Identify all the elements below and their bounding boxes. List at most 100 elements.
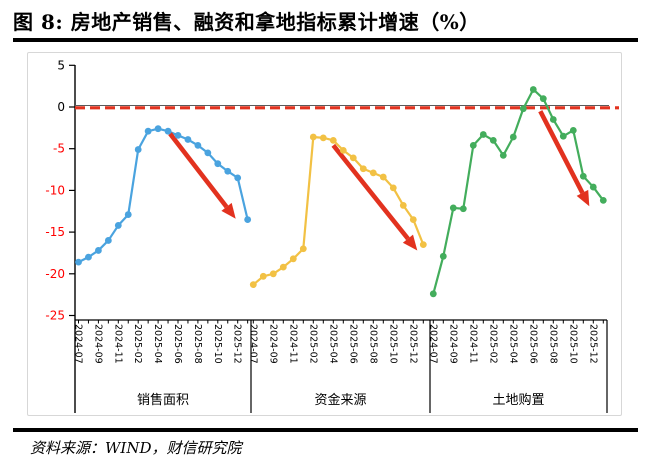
series-point	[234, 174, 242, 182]
month-tick-label: 2025-12	[232, 324, 243, 364]
trend-arrow-shaft	[168, 132, 229, 209]
series-point	[269, 270, 277, 278]
series-point	[529, 86, 537, 93]
y-axis-tick-label: 0	[57, 100, 65, 114]
month-tick-label: 2025-08	[367, 324, 378, 364]
series-point	[134, 146, 142, 153]
series-point	[479, 131, 487, 138]
month-tick-label: 2024-11	[287, 324, 298, 364]
month-tick-label: 2025-10	[567, 324, 578, 364]
month-tick-label: 2024-11	[112, 324, 123, 364]
series-point	[379, 173, 387, 181]
series-point	[499, 151, 507, 159]
series-point	[419, 241, 427, 249]
series-point	[154, 125, 162, 133]
series-point	[224, 167, 232, 175]
panel-label: 土地购置	[492, 392, 544, 408]
series-point	[569, 126, 577, 134]
y-axis-tick-label: 5	[57, 58, 65, 72]
series-point	[599, 197, 607, 204]
month-tick-label: 2025-08	[547, 324, 558, 364]
series-line	[432, 88, 605, 295]
series-point	[369, 169, 377, 177]
series-point	[124, 211, 132, 218]
series-line	[252, 135, 425, 286]
month-tick-label: 2025-06	[172, 324, 183, 364]
series-point	[309, 133, 317, 141]
month-tick-label: 2025-08	[192, 324, 203, 364]
series-point	[489, 136, 497, 144]
series-point	[429, 290, 437, 298]
series-point	[559, 132, 567, 140]
series-point	[104, 237, 112, 244]
month-tick-label: 2025-02	[307, 324, 318, 364]
series-point	[144, 127, 152, 135]
series-point	[439, 252, 447, 260]
series-point	[469, 141, 477, 149]
y-axis-tick-label: -20	[45, 267, 65, 281]
series-point	[329, 136, 337, 144]
month-tick-label: 2025-06	[527, 324, 538, 364]
series-point	[259, 272, 267, 280]
series-point	[95, 247, 102, 254]
month-tick-label: 2025-12	[587, 324, 598, 364]
series-point	[589, 183, 597, 191]
panel-label: 销售面积	[137, 392, 189, 408]
series-point	[339, 146, 347, 154]
series-point	[359, 165, 367, 173]
series-point	[389, 184, 397, 192]
series-point	[299, 245, 307, 253]
trend-arrow-head	[221, 202, 236, 219]
month-tick-label: 2025-04	[152, 324, 163, 364]
figure-title: 图 8: 房地产销售、融资和拿地指标累计增速（%）	[13, 10, 480, 34]
trend-arrow-head	[576, 189, 590, 207]
month-tick-label: 2024-07	[73, 324, 84, 364]
series-point	[539, 95, 547, 103]
y-axis-tick-label: -10	[45, 183, 65, 197]
series-point	[349, 154, 357, 162]
series-point	[75, 258, 82, 266]
series-point	[409, 216, 417, 223]
month-tick-label: 2025-02	[132, 324, 143, 364]
series-point	[279, 263, 287, 271]
month-tick-label: 2024-09	[267, 324, 278, 364]
trend-arrow-shaft	[538, 110, 585, 194]
series-point	[249, 281, 257, 289]
bottom-border-line	[13, 428, 638, 432]
series-point	[244, 216, 252, 223]
month-tick-label: 2025-10	[212, 324, 223, 364]
series-point	[214, 160, 222, 168]
series-point	[194, 141, 202, 149]
month-tick-label: 2025-02	[487, 324, 498, 364]
series-point	[519, 105, 527, 113]
month-tick-label: 2024-07	[247, 324, 258, 364]
source-note: 资料来源：WIND，财信研究院	[30, 439, 242, 457]
month-tick-label: 2025-04	[507, 324, 518, 364]
series-point	[164, 127, 172, 135]
chart-content: 5 0 -5 -10 -15 -20 -25 2024-07 2024-09 2024-11 202…	[45, 58, 619, 413]
month-tick-label: 2025-06	[347, 324, 358, 364]
series-point	[549, 116, 557, 123]
y-axis-tick-label: -25	[45, 309, 65, 323]
trend-arrow-shaft	[331, 143, 410, 241]
month-tick-label: 2024-07	[427, 324, 438, 364]
trend-arrow-head	[402, 234, 418, 251]
month-tick-label: 2024-09	[447, 324, 458, 364]
series-point	[174, 131, 182, 139]
series-point	[399, 202, 407, 209]
series-point	[289, 255, 297, 263]
panel-label: 资金来源	[314, 392, 366, 408]
series-point	[459, 205, 467, 213]
series-point	[85, 253, 92, 261]
series-line	[77, 127, 249, 264]
month-tick-label: 2025-12	[407, 324, 418, 364]
month-tick-label: 2024-11	[467, 324, 478, 364]
month-tick-label: 2025-04	[327, 324, 338, 364]
series-point	[579, 172, 587, 180]
series-point	[449, 204, 457, 212]
y-axis-tick-label: -5	[53, 142, 65, 156]
series-point	[184, 136, 192, 143]
title-underline	[13, 38, 638, 42]
month-tick-label: 2025-10	[387, 324, 398, 364]
